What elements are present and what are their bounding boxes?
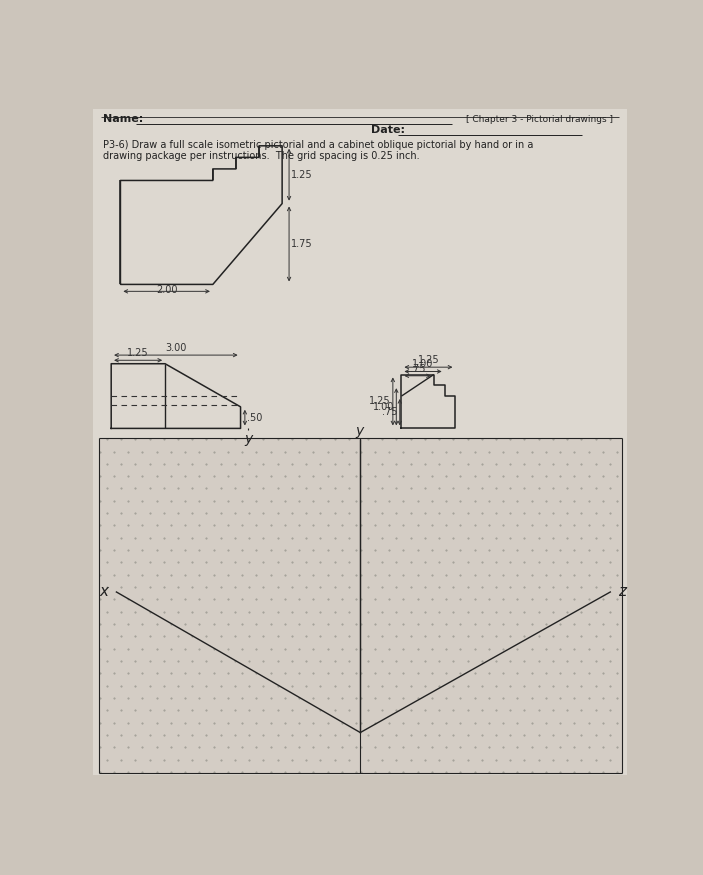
- Text: z: z: [618, 584, 626, 599]
- Text: 1.75: 1.75: [291, 239, 313, 249]
- FancyBboxPatch shape: [93, 108, 627, 775]
- Text: [ Chapter 3 - Pictorial drawings ]: [ Chapter 3 - Pictorial drawings ]: [466, 115, 613, 124]
- Text: 2.00: 2.00: [156, 284, 177, 295]
- Bar: [99, 438, 621, 773]
- Text: 1.00: 1.00: [373, 402, 394, 412]
- Text: 1.25: 1.25: [291, 170, 313, 179]
- Text: .50: .50: [247, 413, 262, 423]
- Text: x: x: [100, 584, 109, 599]
- Text: .75: .75: [382, 407, 398, 417]
- Text: 1.25: 1.25: [369, 396, 391, 407]
- Text: 1.00: 1.00: [413, 360, 434, 369]
- Text: Name:: Name:: [103, 115, 143, 124]
- Text: 3.00: 3.00: [165, 342, 186, 353]
- Text: 1.25: 1.25: [127, 347, 149, 358]
- Text: P3-6) Draw a full scale isometric pictorial and a cabinet oblique pictorial by h: P3-6) Draw a full scale isometric pictor…: [103, 140, 534, 161]
- Text: y: y: [356, 424, 364, 438]
- Text: Date:: Date:: [370, 125, 405, 135]
- Text: .75: .75: [410, 364, 425, 374]
- Text: 1.25: 1.25: [418, 355, 439, 365]
- Text: y: y: [244, 432, 252, 446]
